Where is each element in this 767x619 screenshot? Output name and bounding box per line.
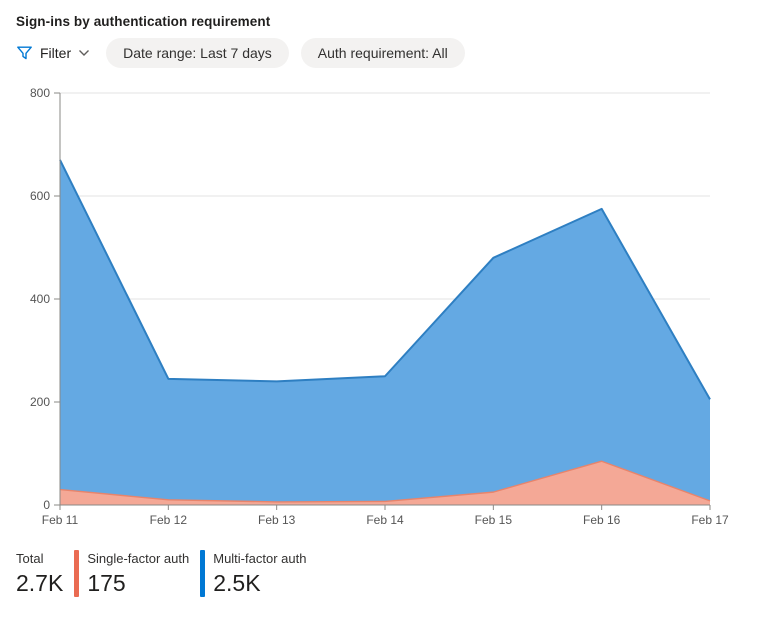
legend-item-multi-factor: Multi-factor auth 2.5K — [200, 550, 306, 597]
svg-text:Feb 16: Feb 16 — [583, 513, 621, 527]
legend-item-single-factor: Single-factor auth 175 — [74, 550, 189, 597]
svg-text:400: 400 — [30, 292, 50, 306]
chart-legend: Total 2.7K Single-factor auth 175 Multi-… — [16, 550, 767, 597]
multi-factor-color-bar — [200, 550, 206, 597]
page-title: Sign-ins by authentication requirement — [16, 14, 271, 29]
svg-text:Feb 17: Feb 17 — [691, 513, 729, 527]
filter-toolbar: Filter Date range: Last 7 days Auth requ… — [16, 38, 767, 68]
legend-label-multi-factor: Multi-factor auth — [213, 551, 307, 566]
signin-area-chart: 0 200 400 600 800 Feb 11 Feb 12 Feb 13 Feb 14 Feb… — [30, 86, 729, 527]
filter-funnel-icon — [16, 45, 33, 61]
filter-button[interactable]: Filter — [16, 45, 94, 61]
svg-text:800: 800 — [30, 86, 50, 100]
svg-text:Feb 11: Feb 11 — [42, 513, 79, 527]
single-factor-color-bar — [74, 550, 80, 597]
svg-text:Feb 14: Feb 14 — [366, 513, 404, 527]
svg-text:Feb 12: Feb 12 — [150, 513, 188, 527]
legend-label-single-factor: Single-factor auth — [87, 551, 190, 566]
legend-label-total: Total — [16, 551, 44, 566]
legend-value-single-factor: 175 — [87, 570, 126, 596]
svg-text:600: 600 — [30, 189, 50, 203]
svg-text:200: 200 — [30, 395, 50, 409]
svg-text:Feb 13: Feb 13 — [258, 513, 296, 527]
date-range-filter-pill[interactable]: Date range: Last 7 days — [106, 38, 289, 68]
legend-value-total: 2.7K — [16, 570, 64, 596]
filter-button-label: Filter — [40, 45, 72, 61]
chevron-down-icon — [78, 49, 90, 57]
auth-requirement-filter-pill[interactable]: Auth requirement: All — [300, 38, 465, 68]
chart-area[interactable]: 0 200 400 600 800 Feb 11 Feb 12 Feb 13 Feb 14 Feb… — [0, 81, 767, 541]
legend-item-total: Total 2.7K — [16, 550, 63, 597]
svg-text:0: 0 — [43, 498, 50, 512]
legend-value-multi-factor: 2.5K — [213, 570, 261, 596]
svg-text:Feb 15: Feb 15 — [475, 513, 513, 527]
